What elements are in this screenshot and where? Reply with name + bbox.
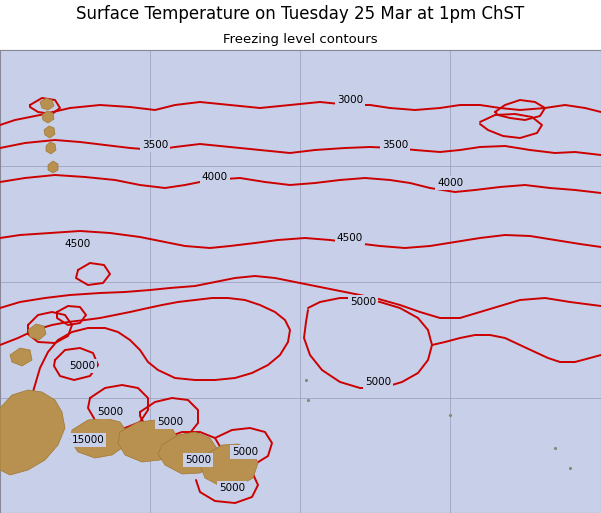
Text: Surface Temperature on Tuesday 25 Mar at 1pm ChST: Surface Temperature on Tuesday 25 Mar at… — [76, 5, 525, 23]
Polygon shape — [118, 420, 178, 462]
Text: 5000: 5000 — [97, 407, 123, 417]
Text: 5000: 5000 — [219, 483, 245, 493]
Text: 4500: 4500 — [65, 239, 91, 249]
Polygon shape — [0, 390, 65, 475]
Text: 5000: 5000 — [350, 297, 376, 307]
Polygon shape — [28, 324, 46, 340]
Text: 4500: 4500 — [337, 233, 363, 243]
Text: 5000: 5000 — [365, 377, 391, 387]
Text: 5000: 5000 — [232, 447, 258, 457]
Polygon shape — [158, 432, 218, 474]
Text: Freezing level contours: Freezing level contours — [223, 32, 378, 46]
Text: 3000: 3000 — [337, 95, 363, 105]
Text: 5000: 5000 — [157, 417, 183, 427]
Text: 3500: 3500 — [382, 140, 408, 150]
Polygon shape — [70, 418, 128, 458]
Polygon shape — [40, 98, 54, 110]
Text: 15000: 15000 — [72, 435, 105, 445]
Polygon shape — [42, 111, 54, 123]
Text: 5000: 5000 — [185, 455, 211, 465]
Polygon shape — [44, 126, 55, 138]
Text: 5000: 5000 — [69, 361, 95, 371]
Polygon shape — [46, 142, 56, 154]
Text: 4000: 4000 — [437, 178, 463, 188]
Text: 4000: 4000 — [202, 172, 228, 182]
Polygon shape — [48, 161, 58, 173]
Polygon shape — [10, 348, 32, 366]
Text: 3500: 3500 — [142, 140, 168, 150]
Polygon shape — [200, 444, 258, 486]
